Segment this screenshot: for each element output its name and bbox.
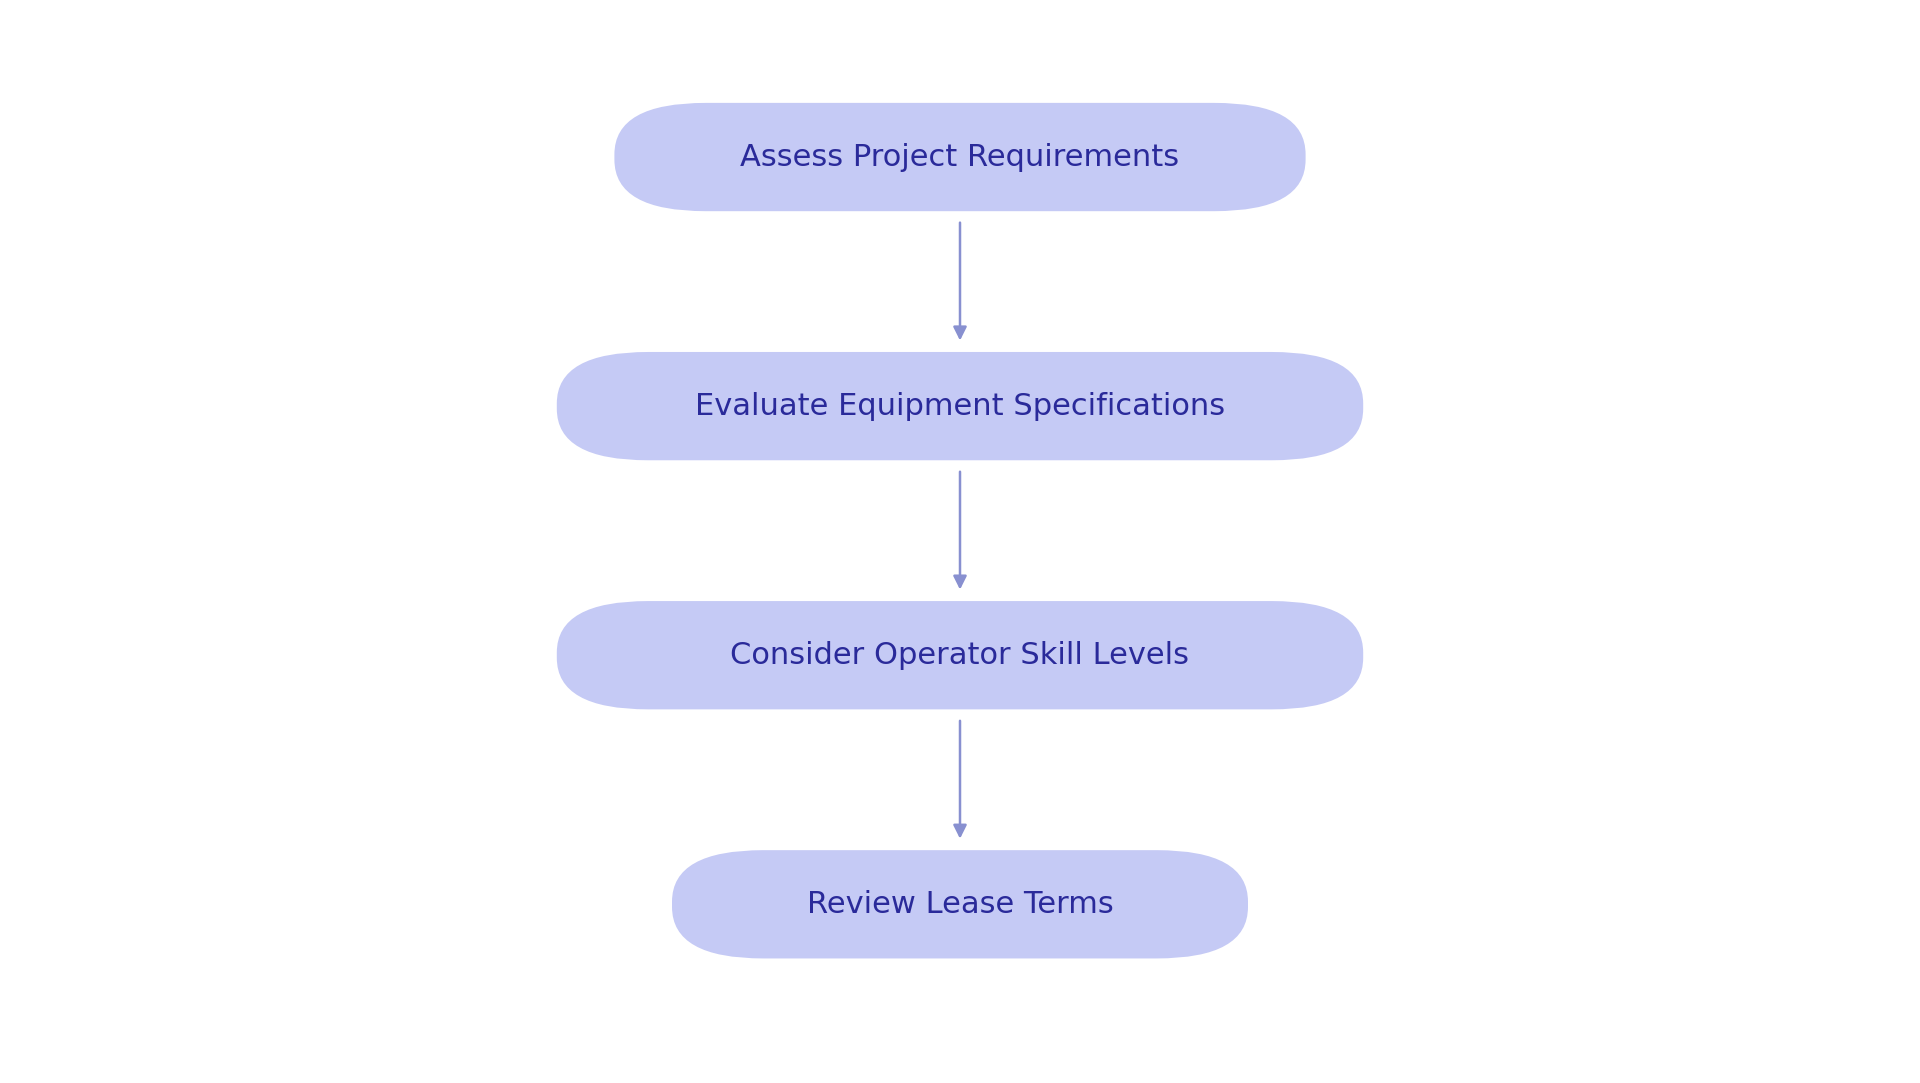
FancyBboxPatch shape (557, 352, 1363, 460)
FancyBboxPatch shape (672, 850, 1248, 958)
Text: Evaluate Equipment Specifications: Evaluate Equipment Specifications (695, 392, 1225, 420)
Text: Review Lease Terms: Review Lease Terms (806, 890, 1114, 918)
FancyBboxPatch shape (614, 103, 1306, 211)
Text: Assess Project Requirements: Assess Project Requirements (741, 143, 1179, 171)
FancyBboxPatch shape (557, 601, 1363, 709)
Text: Consider Operator Skill Levels: Consider Operator Skill Levels (730, 641, 1190, 669)
